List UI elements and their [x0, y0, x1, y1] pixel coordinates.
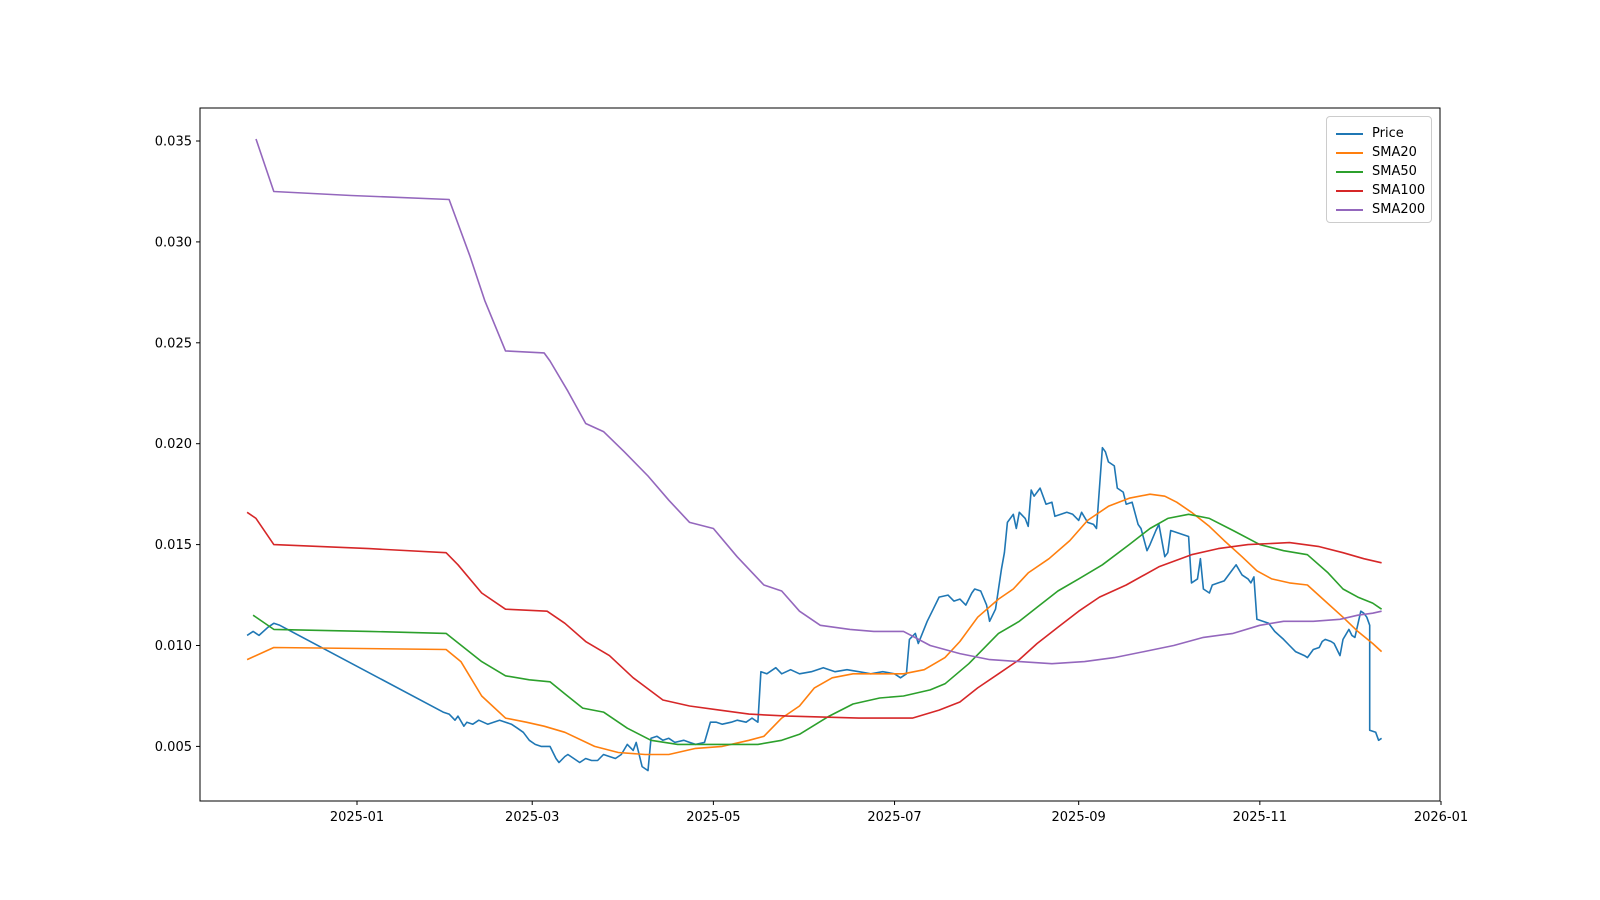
price-line-swatch — [1336, 132, 1363, 135]
x-tick-label: 2025-01 — [330, 810, 384, 825]
series-line-sma20 — [246, 493, 1383, 756]
axes-spines — [199, 107, 1441, 802]
legend-label-sma100: SMA100 — [1372, 183, 1426, 198]
y-tick-label: 0.005 — [155, 740, 192, 755]
legend-label-sma50: SMA50 — [1372, 164, 1417, 179]
legend-label-sma200: SMA200 — [1372, 202, 1426, 217]
x-tick-label: 2025-11 — [1233, 810, 1287, 825]
y-tick-label: 0.025 — [155, 336, 192, 351]
x-tick-label: 2025-07 — [867, 810, 921, 825]
y-tick-label: 0.015 — [155, 538, 192, 553]
y-tick-label: 0.035 — [155, 135, 192, 150]
legend: Price SMA20 SMA50 SMA100 SMA200 — [1326, 116, 1432, 223]
x-tick-label: 2025-09 — [1052, 810, 1106, 825]
y-tick-label: 0.010 — [155, 639, 192, 654]
y-tick-label: 0.020 — [155, 437, 192, 452]
legend-label-price: Price — [1372, 126, 1404, 141]
x-tick-label: 2026-01 — [1414, 810, 1468, 825]
x-tick-label: 2025-05 — [686, 810, 740, 825]
legend-item-sma20: SMA20 — [1336, 143, 1423, 162]
sma20-line-swatch — [1336, 151, 1363, 154]
legend-item-price: Price — [1336, 124, 1423, 143]
series-line-sma50 — [252, 513, 1383, 746]
legend-item-sma50: SMA50 — [1336, 162, 1423, 181]
legend-label-sma20: SMA20 — [1372, 145, 1417, 160]
legend-item-sma200: SMA200 — [1336, 200, 1426, 219]
sma200-line-swatch — [1336, 208, 1363, 211]
series-line-sma200 — [255, 138, 1382, 665]
series-line-sma100 — [246, 511, 1382, 719]
y-tick-label: 0.030 — [155, 235, 192, 250]
x-tick-label: 2025-03 — [505, 810, 559, 825]
series-line-price — [246, 446, 1383, 772]
sma50-line-swatch — [1336, 170, 1363, 173]
legend-item-sma100: SMA100 — [1336, 181, 1426, 200]
sma100-line-swatch — [1336, 189, 1363, 192]
